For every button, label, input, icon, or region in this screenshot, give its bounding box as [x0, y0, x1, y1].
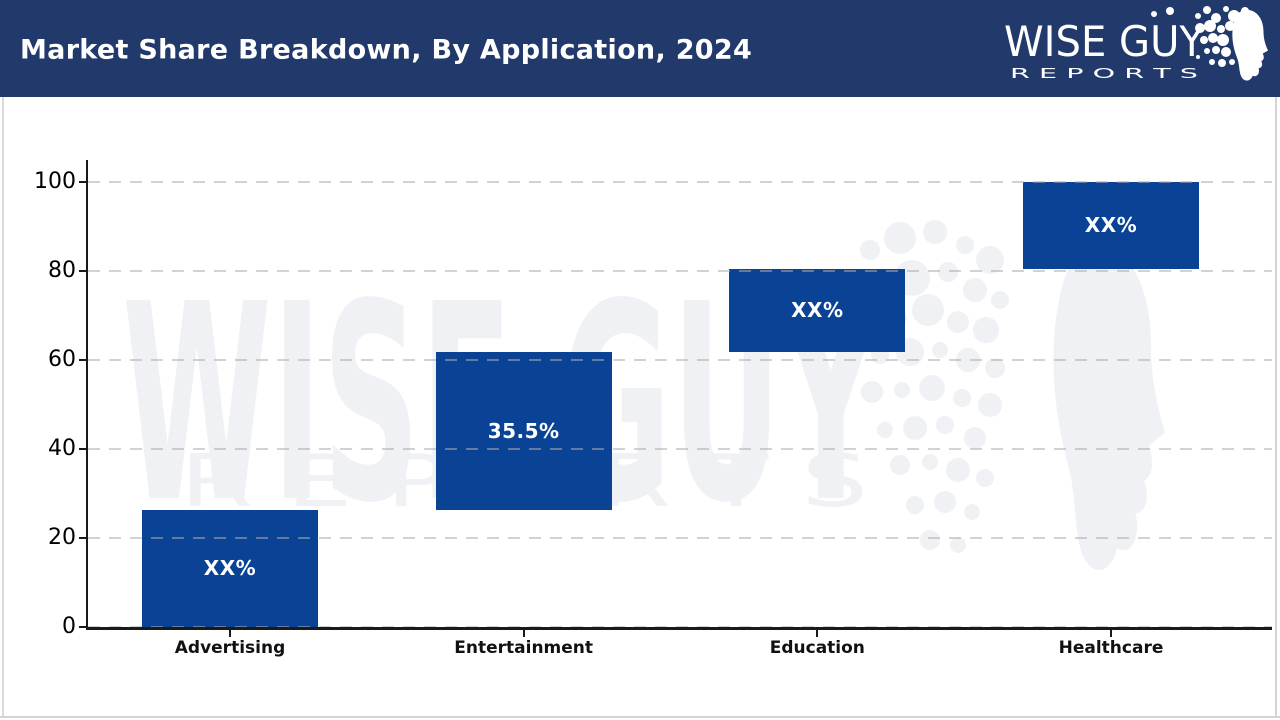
gridline-80: [88, 270, 1272, 272]
y-tick-label: 100: [34, 169, 76, 194]
bar-value-label: 35.5%: [487, 418, 560, 443]
logo-face-icon: [1232, 9, 1268, 81]
page-title: Market Share Breakdown, By Application, …: [20, 34, 753, 66]
logo-head-dots-icon: [1151, 6, 1249, 67]
x-tick: [816, 629, 819, 637]
logo-subtitle: R E P O R T S: [1010, 67, 1198, 82]
y-tick: [79, 537, 88, 539]
y-tick-label: 60: [48, 347, 76, 372]
y-tick: [79, 626, 88, 628]
header-bar: Market Share Breakdown, By Application, …: [0, 0, 1280, 97]
gridline-20: [88, 537, 1272, 539]
x-tick: [229, 629, 231, 637]
bar-advertising: XX%: [142, 509, 318, 627]
bar-value-label: XX%: [791, 298, 844, 323]
y-axis: [86, 160, 88, 630]
x-tick: [522, 629, 525, 637]
y-tick-label: 80: [48, 258, 76, 283]
bar-value-label: XX%: [1084, 213, 1138, 238]
gridline-60: [88, 359, 1272, 361]
y-tick: [79, 270, 88, 272]
y-tick-label: 40: [48, 436, 76, 461]
y-tick: [79, 181, 88, 183]
x-tick: [1110, 629, 1112, 637]
bar-value-label: XX%: [203, 556, 257, 581]
y-tick-label: 0: [62, 614, 76, 639]
x-axis: [86, 627, 1272, 630]
gridline-100: [88, 181, 1272, 183]
gridline-40: [88, 448, 1272, 450]
wise-guy-logo: WISE GUY R E P O R T S: [1004, 6, 1268, 82]
watermark-face-icon: [1053, 246, 1166, 570]
bar-education: XX%: [729, 268, 906, 352]
bar-entertainment: 35.5%: [435, 351, 612, 510]
y-tick: [79, 359, 88, 361]
x-category-label: Healthcare: [1058, 638, 1164, 658]
frame-border-left: [2, 97, 4, 718]
y-tick: [79, 448, 88, 450]
frame-border-right: [1275, 97, 1277, 718]
logo-wordmark: WISE GUY: [1004, 17, 1204, 66]
x-category-label: Education: [769, 638, 865, 658]
x-category-label: Entertainment: [454, 638, 594, 658]
x-category-label: Advertising: [174, 638, 286, 658]
bar-healthcare: XX%: [1023, 182, 1199, 269]
y-tick-label: 20: [48, 525, 76, 550]
frame-border-bottom: [0, 716, 1280, 718]
